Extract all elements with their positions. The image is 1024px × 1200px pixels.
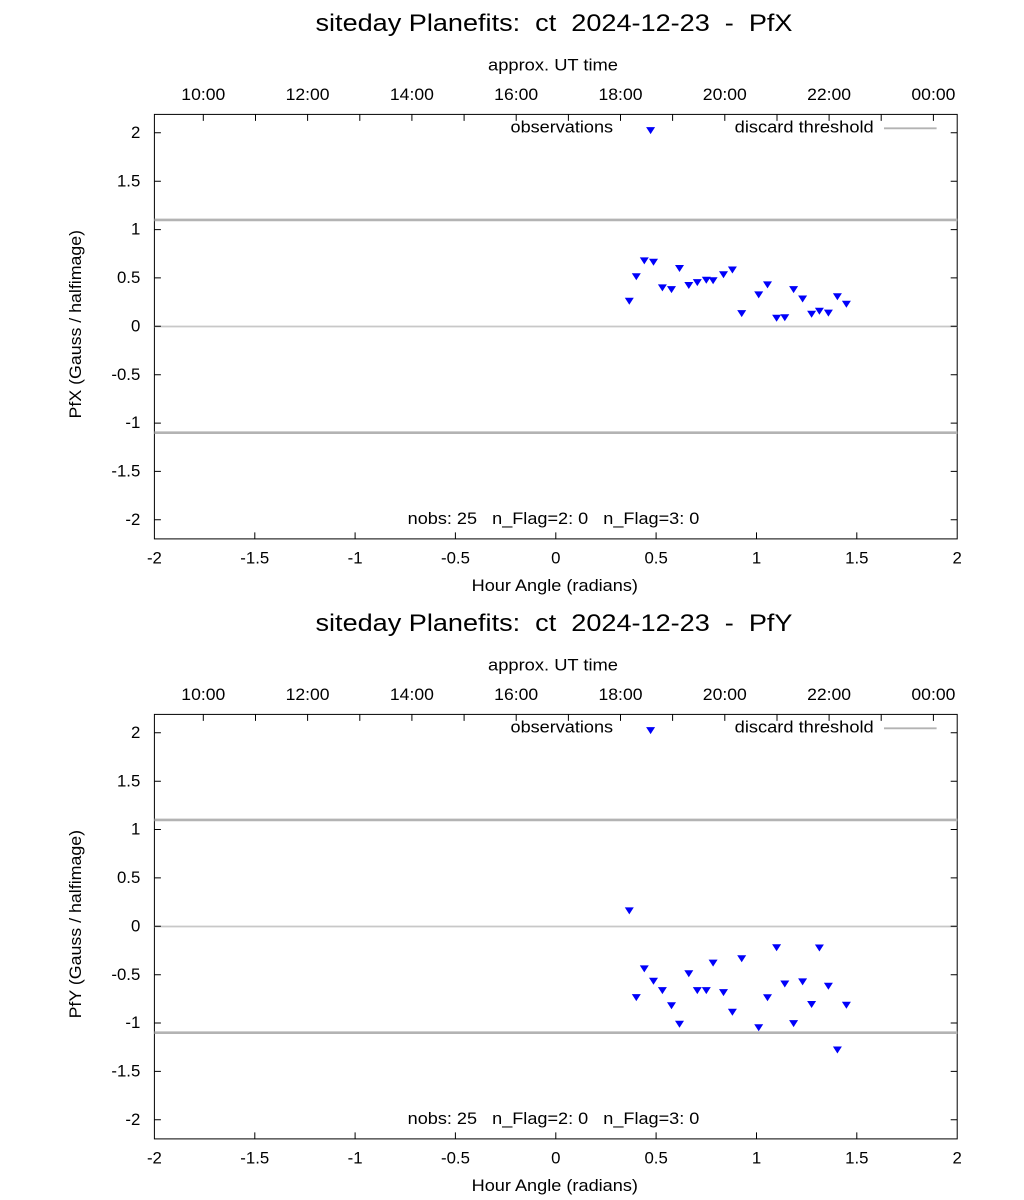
- svg-text:-1.5: -1.5: [111, 1062, 140, 1081]
- svg-text:0: 0: [131, 316, 140, 335]
- svg-text:1.5: 1.5: [117, 171, 140, 190]
- svg-text:-1: -1: [348, 548, 363, 567]
- svg-text:siteday Planefits: ct 2024-1: siteday Planefits: ct 2024-12-23 - PfY: [316, 610, 793, 637]
- svg-text:Hour Angle (radians): Hour Angle (radians): [472, 1176, 638, 1195]
- svg-text:observations: observations: [511, 718, 614, 737]
- svg-text:-0.5: -0.5: [441, 548, 470, 567]
- svg-text:00:00: 00:00: [911, 85, 955, 104]
- svg-text:1.5: 1.5: [845, 548, 868, 567]
- svg-text:-2: -2: [125, 510, 140, 529]
- svg-text:22:00: 22:00: [807, 85, 851, 104]
- svg-text:-0.5: -0.5: [111, 965, 140, 984]
- svg-text:12:00: 12:00: [286, 85, 330, 104]
- svg-text:18:00: 18:00: [599, 685, 643, 704]
- svg-text:1.5: 1.5: [117, 771, 140, 790]
- svg-text:-0.5: -0.5: [441, 1148, 470, 1167]
- svg-text:0.5: 0.5: [117, 268, 140, 287]
- svg-text:nobs: 25 n_Flag=2: 0 n_Fla: nobs: 25 n_Flag=2: 0 n_Flag=3: 0: [408, 1109, 700, 1128]
- svg-text:approx. UT time: approx. UT time: [488, 55, 618, 74]
- svg-text:-1.5: -1.5: [240, 548, 269, 567]
- svg-text:approx. UT time: approx. UT time: [488, 655, 618, 674]
- svg-text:2: 2: [131, 123, 140, 142]
- svg-text:siteday Planefits: ct 2024-1: siteday Planefits: ct 2024-12-23 - PfX: [316, 10, 793, 37]
- svg-text:16:00: 16:00: [494, 685, 538, 704]
- svg-text:1: 1: [131, 220, 140, 239]
- svg-text:16:00: 16:00: [494, 85, 538, 104]
- svg-text:10:00: 10:00: [181, 85, 225, 104]
- svg-text:-1: -1: [348, 1148, 363, 1167]
- svg-text:-1.5: -1.5: [240, 1148, 269, 1167]
- svg-text:0: 0: [551, 548, 560, 567]
- svg-text:discard threshold: discard threshold: [735, 118, 874, 137]
- svg-text:10:00: 10:00: [181, 685, 225, 704]
- svg-text:nobs: 25 n_Flag=2: 0 n_Fla: nobs: 25 n_Flag=2: 0 n_Flag=3: 0: [408, 509, 700, 528]
- svg-text:1: 1: [752, 1148, 761, 1167]
- svg-text:observations: observations: [511, 118, 614, 137]
- svg-text:-1.5: -1.5: [111, 462, 140, 481]
- svg-text:12:00: 12:00: [286, 685, 330, 704]
- svg-text:Hour Angle (radians): Hour Angle (radians): [472, 576, 638, 595]
- svg-text:20:00: 20:00: [703, 685, 747, 704]
- svg-text:0: 0: [551, 1148, 560, 1167]
- svg-text:discard threshold: discard threshold: [735, 718, 874, 737]
- svg-text:-1: -1: [125, 413, 140, 432]
- svg-text:-2: -2: [147, 548, 162, 567]
- svg-text:PfX (Gauss / halfimage): PfX (Gauss / halfimage): [66, 230, 85, 419]
- svg-text:0.5: 0.5: [644, 548, 667, 567]
- svg-text:0.5: 0.5: [117, 868, 140, 887]
- svg-text:20:00: 20:00: [703, 85, 747, 104]
- svg-text:2: 2: [953, 548, 962, 567]
- svg-text:-2: -2: [125, 1110, 140, 1129]
- svg-text:0.5: 0.5: [644, 1148, 667, 1167]
- svg-text:14:00: 14:00: [390, 685, 434, 704]
- svg-text:1: 1: [131, 820, 140, 839]
- svg-text:1: 1: [752, 548, 761, 567]
- svg-text:-2: -2: [147, 1148, 162, 1167]
- svg-text:00:00: 00:00: [911, 685, 955, 704]
- svg-text:PfY (Gauss / halfimage): PfY (Gauss / halfimage): [66, 830, 85, 1019]
- svg-text:2: 2: [131, 723, 140, 742]
- svg-text:-0.5: -0.5: [111, 365, 140, 384]
- svg-text:1.5: 1.5: [845, 1148, 868, 1167]
- svg-text:-1: -1: [125, 1013, 140, 1032]
- svg-text:2: 2: [953, 1148, 962, 1167]
- svg-text:22:00: 22:00: [807, 685, 851, 704]
- svg-text:0: 0: [131, 916, 140, 935]
- svg-text:18:00: 18:00: [599, 85, 643, 104]
- svg-text:14:00: 14:00: [390, 85, 434, 104]
